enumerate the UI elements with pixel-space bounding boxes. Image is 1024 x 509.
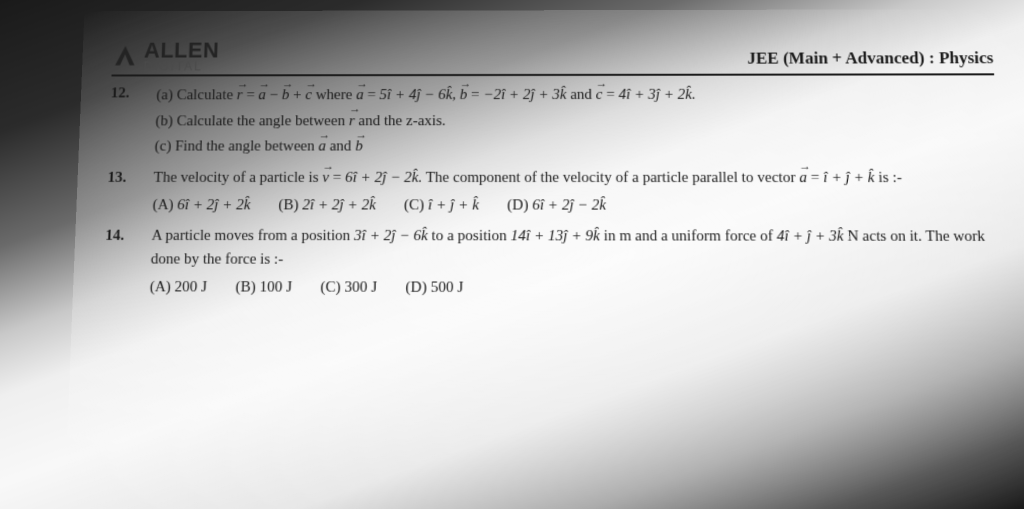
expr: î + ĵ + k̂	[823, 170, 875, 186]
page-header: ALLEN DIGITAL JEE (Main + Advanced) : Ph…	[111, 39, 994, 77]
expr: 14î + 13ĵ + 9k̂	[511, 228, 600, 245]
text: =	[606, 87, 618, 103]
expr: 4î + 3ĵ + 2k̂.	[619, 87, 696, 103]
brand-main: ALLEN	[144, 41, 220, 62]
worksheet-page: ALLEN DIGITAL JEE (Main + Advanced) : Ph…	[96, 39, 1009, 475]
stem: The velocity of a particle is v = 6î + 2…	[153, 167, 998, 191]
vector-b: b	[282, 85, 290, 108]
text: =	[471, 87, 483, 103]
vector-a: a	[799, 167, 807, 191]
option-a: (A) 200 J	[149, 276, 207, 300]
vector-b: b	[355, 135, 363, 158]
question-number: 14.	[103, 224, 134, 300]
question-body: (a) Calculate r = a − b + c where a = 5î…	[154, 82, 997, 161]
text: The velocity of a particle is	[153, 170, 322, 186]
text: in m and a uniform force of	[604, 228, 777, 245]
text: and	[570, 87, 596, 103]
option-d: (D) 500 J	[405, 276, 463, 300]
label: (c)	[154, 138, 171, 154]
option-b: (B) 2î + 2ĵ + 2k̂	[278, 194, 376, 218]
text: A particle moves from a position	[151, 227, 354, 244]
expr: 3î + 2ĵ − 6k̂	[354, 227, 428, 243]
text: is :-	[878, 170, 902, 186]
label: (a)	[156, 88, 173, 104]
question-body: The velocity of a particle is v = 6î + 2…	[152, 167, 1000, 219]
text: to a position	[431, 227, 510, 244]
brand-sub: DIGITAL	[143, 61, 219, 72]
text: =	[811, 170, 824, 186]
vector-v: v	[322, 167, 329, 191]
question-number: 12.	[108, 83, 139, 161]
text: −	[269, 88, 282, 104]
vector-r: r	[349, 110, 355, 133]
q12-part-a: (a) Calculate r = a − b + c where a = 5î…	[156, 84, 995, 108]
option-a: (A) 6î + 2ĵ + 2k̂	[152, 194, 250, 218]
option-d: (D) 6î + 2ĵ − 2k̂	[507, 194, 606, 218]
text: =	[367, 87, 379, 103]
brand-text: ALLEN DIGITAL	[143, 41, 219, 73]
expr: 4î + ĵ + 3k̂	[777, 228, 844, 245]
text: +	[293, 87, 306, 103]
option-c: (C) 300 J	[320, 276, 377, 300]
text: and	[329, 138, 355, 154]
text: The component of the velocity of a parti…	[426, 170, 800, 186]
question-12: 12. (a) Calculate r = a − b + c where a …	[108, 82, 997, 161]
vector-r: r	[236, 85, 242, 108]
brand-logo-icon	[112, 43, 139, 69]
vector-c: c	[305, 84, 312, 107]
label: (b)	[155, 113, 173, 129]
stem: A particle moves from a position 3î + 2ĵ…	[150, 224, 1001, 273]
exam-line: JEE (Main + Advanced) : Physics	[747, 45, 994, 72]
q12-part-b: (b) Calculate the angle between r and th…	[155, 109, 996, 133]
expr: 6î + 2ĵ − 2k̂.	[345, 170, 422, 186]
option-c: (C) î + ĵ + k̂	[404, 194, 479, 218]
vector-b: b	[460, 84, 468, 107]
vector-c: c	[596, 84, 603, 107]
brand: ALLEN DIGITAL	[112, 41, 220, 73]
text: and the z-axis.	[358, 113, 445, 129]
question-14: 14. A particle moves from a position 3î …	[103, 224, 1003, 301]
text: Calculate	[176, 88, 237, 104]
option-b: (B) 100 J	[235, 276, 292, 300]
question-13: 13. The velocity of a particle is v = 6î…	[106, 167, 1000, 219]
options: (A) 6î + 2ĵ + 2k̂ (B) 2î + 2ĵ + 2k̂ (C) …	[152, 194, 1000, 218]
expr: 5î + 4ĵ − 6k̂,	[379, 87, 456, 103]
question-body: A particle moves from a position 3î + 2ĵ…	[149, 224, 1003, 301]
text: =	[333, 170, 346, 186]
text: Find the angle between	[175, 138, 319, 154]
options: (A) 200 J (B) 100 J (C) 300 J (D) 500 J	[149, 276, 1003, 302]
vector-a: a	[258, 85, 266, 108]
question-number: 13.	[106, 167, 136, 218]
expr: −2î + 2ĵ + 3k̂	[483, 87, 566, 103]
q12-part-c: (c) Find the angle between a and b	[154, 135, 997, 159]
vector-a: a	[318, 135, 326, 158]
